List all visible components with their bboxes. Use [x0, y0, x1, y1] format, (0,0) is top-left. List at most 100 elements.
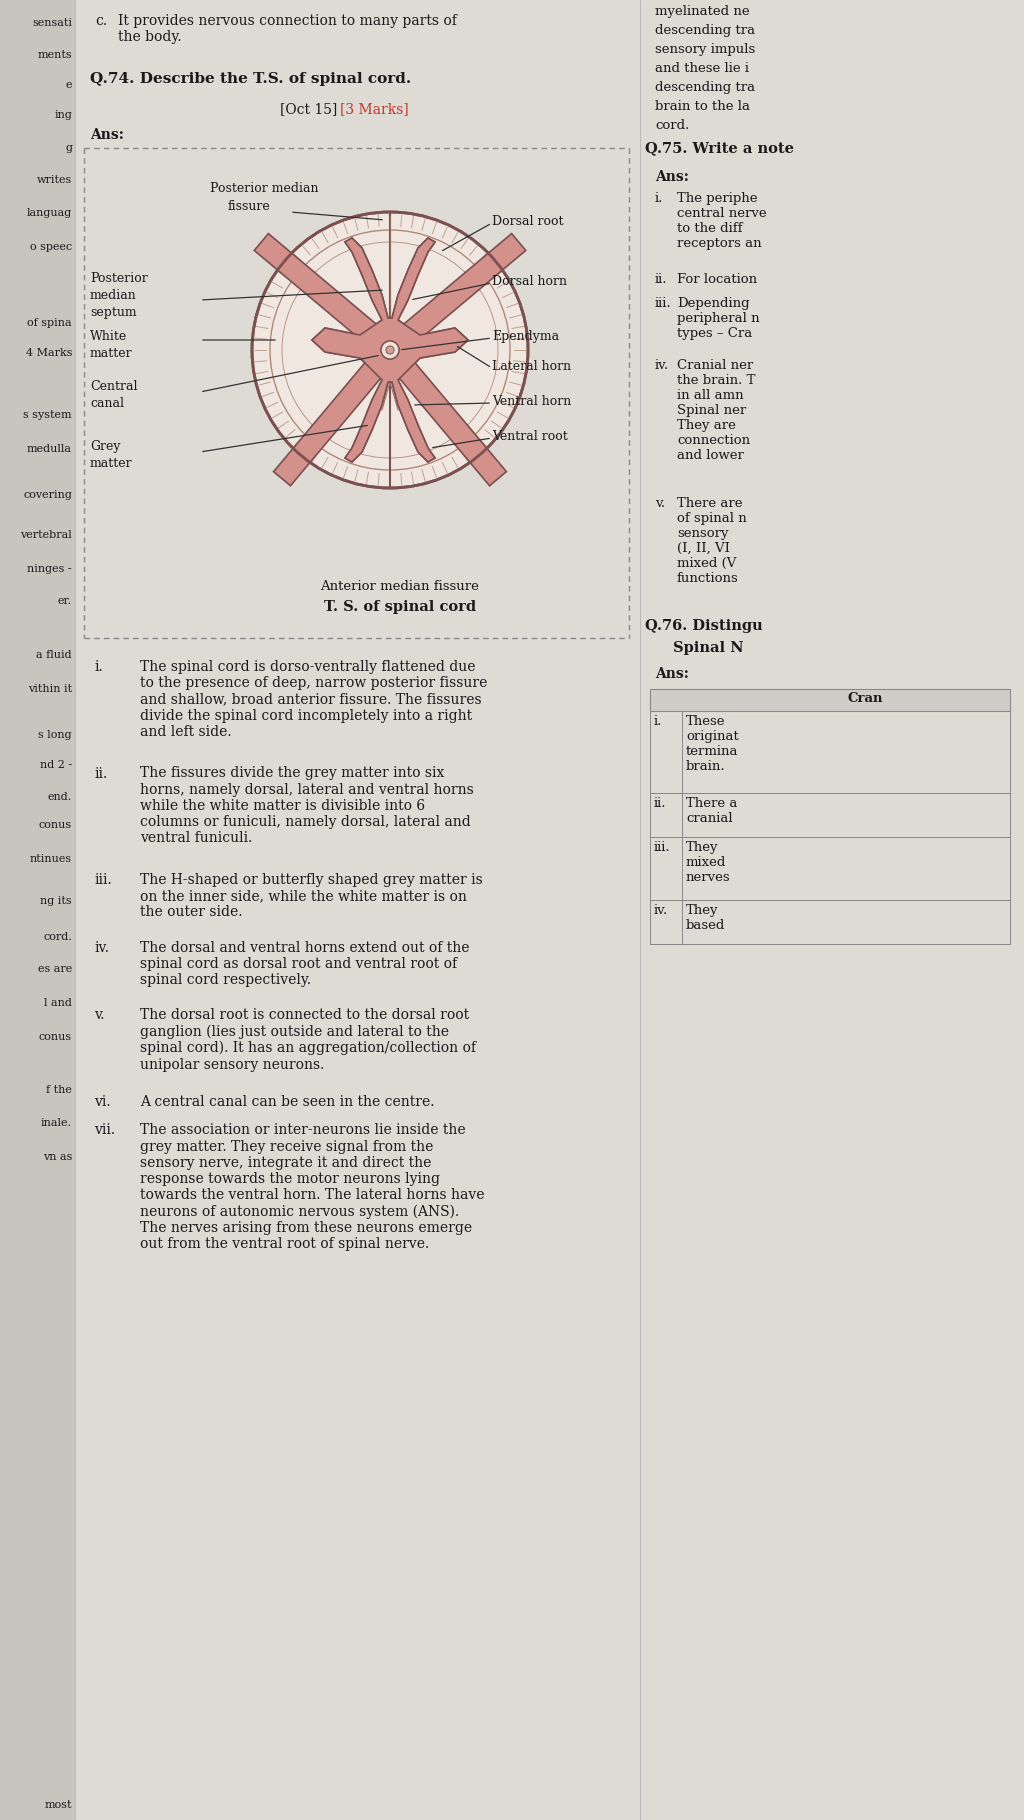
Polygon shape	[312, 238, 468, 462]
Text: Depending
peripheral n
types – Cra: Depending peripheral n types – Cra	[677, 297, 760, 340]
Text: ntinues: ntinues	[30, 854, 72, 864]
Text: vertebral: vertebral	[20, 530, 72, 541]
Text: They
mixed
nerves: They mixed nerves	[686, 841, 731, 885]
Text: er.: er.	[58, 595, 72, 606]
Text: median: median	[90, 289, 137, 302]
Circle shape	[386, 346, 394, 355]
Text: iii.: iii.	[94, 874, 112, 886]
Text: Dorsal root: Dorsal root	[492, 215, 563, 228]
Text: sensory impuls: sensory impuls	[655, 44, 756, 56]
Polygon shape	[383, 233, 525, 359]
Text: The periphe
central nerve
to the diff
receptors an: The periphe central nerve to the diff re…	[677, 191, 767, 249]
Text: languag: languag	[27, 207, 72, 218]
Text: Lateral horn: Lateral horn	[492, 360, 571, 373]
Text: l and: l and	[44, 997, 72, 1008]
Text: cord.: cord.	[655, 118, 689, 133]
Text: White: White	[90, 329, 127, 342]
Text: inale.: inale.	[41, 1117, 72, 1128]
Text: The dorsal and ventral horns extend out of the
spinal cord as dorsal root and ve: The dorsal and ventral horns extend out …	[140, 941, 469, 986]
Text: most: most	[44, 1800, 72, 1811]
Circle shape	[381, 340, 399, 359]
Text: Q.75. Write a note: Q.75. Write a note	[645, 140, 794, 155]
Text: Q.74. Describe the T.S. of spinal cord.: Q.74. Describe the T.S. of spinal cord.	[90, 73, 412, 86]
Bar	[650, 794, 682, 837]
Polygon shape	[254, 233, 397, 359]
Text: ninges -: ninges -	[28, 564, 72, 573]
Circle shape	[252, 211, 528, 488]
Text: vithin it: vithin it	[28, 684, 72, 693]
Text: i.: i.	[94, 661, 102, 673]
Bar	[650, 712, 682, 794]
Text: of spina: of spina	[28, 318, 72, 328]
Text: and these lie i: and these lie i	[655, 62, 749, 75]
Text: ii.: ii.	[655, 273, 668, 286]
Text: f the: f the	[46, 1085, 72, 1096]
Text: g: g	[65, 144, 72, 153]
Bar	[650, 837, 1010, 901]
Text: cord.: cord.	[43, 932, 72, 943]
Text: Ans:: Ans:	[655, 169, 689, 184]
Text: end.: end.	[48, 792, 72, 803]
Text: iii.: iii.	[654, 841, 671, 854]
Text: matter: matter	[90, 457, 133, 470]
Text: canal: canal	[90, 397, 124, 410]
Text: ii.: ii.	[94, 766, 108, 781]
Text: Q.76. Distingu: Q.76. Distingu	[645, 619, 763, 633]
Text: medulla: medulla	[27, 444, 72, 453]
Text: Anterior median fissure: Anterior median fissure	[321, 581, 479, 593]
Circle shape	[381, 340, 399, 359]
Text: The H-shaped or butterfly shaped grey matter is
on the inner side, while the whi: The H-shaped or butterfly shaped grey ma…	[140, 874, 482, 919]
Polygon shape	[273, 342, 398, 486]
Text: fissure: fissure	[228, 200, 270, 213]
Text: 4 Marks: 4 Marks	[26, 348, 72, 359]
Text: v.: v.	[655, 497, 666, 510]
Text: nd 2 -: nd 2 -	[40, 761, 72, 770]
Text: ng its: ng its	[40, 895, 72, 906]
Bar	[84, 147, 629, 639]
Text: Central: Central	[90, 380, 137, 393]
Text: vn as: vn as	[43, 1152, 72, 1161]
Text: iv.: iv.	[94, 941, 109, 954]
Text: conus: conus	[39, 821, 72, 830]
Text: ments: ments	[37, 49, 72, 60]
Text: There are
of spinal n
sensory
(I, II, VI
mixed (V
functions: There are of spinal n sensory (I, II, VI…	[677, 497, 746, 584]
Text: c.: c.	[95, 15, 108, 27]
Text: The fissures divide the grey matter into six
horns, namely dorsal, lateral and v: The fissures divide the grey matter into…	[140, 766, 474, 844]
Text: ii.: ii.	[654, 797, 667, 810]
Text: Ventral root: Ventral root	[492, 430, 567, 442]
Bar	[650, 690, 1010, 712]
Text: The spinal cord is dorso-ventrally flattened due
to the presence of deep, narrow: The spinal cord is dorso-ventrally flatt…	[140, 661, 487, 739]
Text: Ventral horn: Ventral horn	[492, 395, 571, 408]
Text: The dorsal root is connected to the dorsal root
ganglion (lies just outside and : The dorsal root is connected to the dors…	[140, 1008, 476, 1072]
Text: Dorsal horn: Dorsal horn	[492, 275, 567, 288]
Text: iii.: iii.	[655, 297, 672, 309]
Text: descending tra: descending tra	[655, 82, 755, 95]
Text: matter: matter	[90, 348, 133, 360]
Bar	[650, 901, 682, 945]
Text: a fluid: a fluid	[37, 650, 72, 661]
Text: The association or inter-neurons lie inside the
grey matter. They receive signal: The association or inter-neurons lie ins…	[140, 1123, 484, 1252]
Polygon shape	[312, 238, 468, 462]
Text: Posterior: Posterior	[90, 271, 147, 286]
Text: They
based: They based	[686, 905, 725, 932]
Text: It provides nervous connection to many parts of
the body.: It provides nervous connection to many p…	[118, 15, 457, 44]
Text: writes: writes	[37, 175, 72, 186]
Text: T. S. of spinal cord: T. S. of spinal cord	[324, 601, 476, 613]
Text: vi.: vi.	[94, 1096, 111, 1108]
Text: e: e	[66, 80, 72, 89]
Text: brain to the la: brain to the la	[655, 100, 750, 113]
Bar	[650, 712, 1010, 794]
Bar	[650, 794, 1010, 837]
Text: covering: covering	[24, 490, 72, 501]
Text: Spinal N: Spinal N	[673, 641, 743, 655]
Bar	[650, 837, 682, 901]
Text: myelinated ne: myelinated ne	[655, 5, 750, 18]
Text: For location: For location	[677, 273, 757, 286]
Text: [Oct 15]: [Oct 15]	[280, 102, 342, 116]
Text: descending tra: descending tra	[655, 24, 755, 36]
Text: Ans:: Ans:	[655, 666, 689, 681]
Text: i.: i.	[654, 715, 663, 728]
Text: o speec: o speec	[30, 242, 72, 251]
Text: iv.: iv.	[655, 359, 670, 371]
Bar	[650, 901, 1010, 945]
